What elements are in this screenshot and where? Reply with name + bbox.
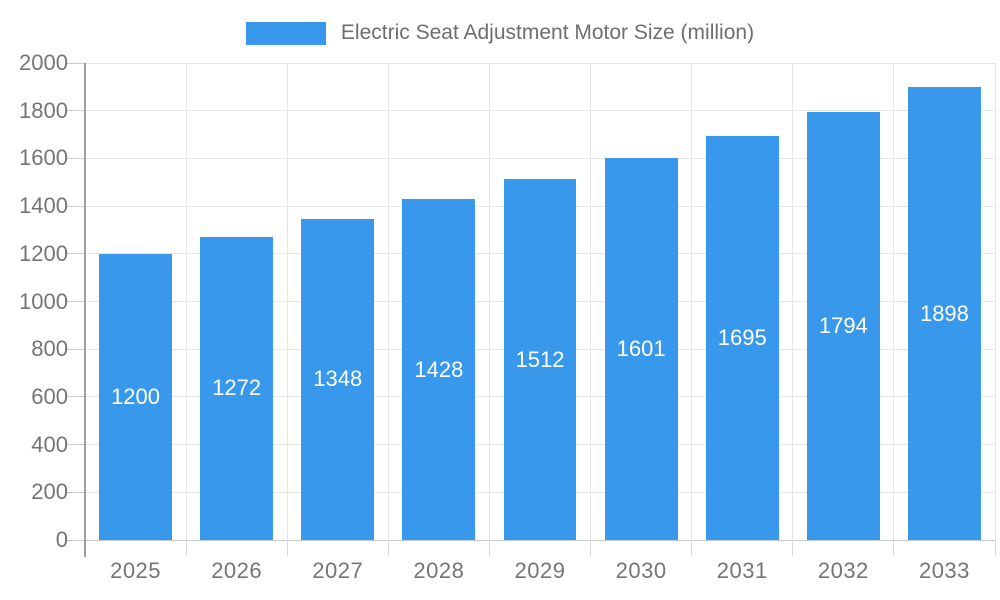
bar-2032[interactable]: 1794 xyxy=(806,112,880,540)
y-gridline xyxy=(85,157,995,159)
bar-value-label: 1695 xyxy=(717,324,767,350)
x-gridline xyxy=(691,63,693,540)
y-axis-label: 1000 xyxy=(19,288,68,314)
bar-2031[interactable]: 1695 xyxy=(705,135,779,540)
y-axis-label: 1600 xyxy=(19,145,68,171)
bar-2033[interactable]: 1898 xyxy=(908,87,981,540)
legend-label: Electric Seat Adjustment Motor Size (mil… xyxy=(340,21,755,44)
y-gridline xyxy=(85,110,995,112)
x-axis-label: 2030 xyxy=(615,558,667,583)
x-tick xyxy=(893,540,895,556)
y-axis-label: 1800 xyxy=(19,97,68,123)
bar-value-label: 1794 xyxy=(818,313,868,339)
bar-2027[interactable]: 1348 xyxy=(301,218,375,540)
x-gridline xyxy=(387,63,389,540)
y-tick xyxy=(67,444,85,446)
y-axis-label: 200 xyxy=(31,479,68,505)
bar-2030[interactable]: 1601 xyxy=(604,158,678,540)
bar-2028[interactable]: 1428 xyxy=(402,199,476,540)
y-axis-line xyxy=(84,63,86,557)
y-axis-label: 0 xyxy=(55,527,68,552)
bar-2026[interactable]: 1272 xyxy=(200,236,274,540)
bar-2025[interactable]: 1200 xyxy=(99,253,172,540)
y-gridline xyxy=(85,62,995,64)
x-tick xyxy=(488,540,490,556)
y-axis-label: 600 xyxy=(31,383,68,409)
y-axis-label: 1400 xyxy=(19,193,68,219)
y-tick xyxy=(67,110,85,112)
bar-value-label: 1200 xyxy=(111,383,161,409)
y-tick xyxy=(67,205,85,207)
x-axis-label: 2028 xyxy=(413,558,465,583)
x-axis-label: 2025 xyxy=(110,558,162,583)
y-gridline xyxy=(85,539,995,541)
y-axis-label: 800 xyxy=(31,336,68,362)
y-axis-label: 2000 xyxy=(19,50,68,75)
bar-value-label: 1348 xyxy=(313,366,363,392)
y-tick xyxy=(67,62,85,64)
bar-value-label: 1601 xyxy=(616,336,666,362)
y-axis-label: 1200 xyxy=(19,240,68,266)
x-axis-label: 2029 xyxy=(514,558,566,583)
x-tick xyxy=(590,540,592,556)
y-tick xyxy=(67,396,85,398)
x-axis-label: 2026 xyxy=(211,558,263,583)
bar-value-label: 1272 xyxy=(212,375,262,401)
x-tick xyxy=(286,540,288,556)
bar-value-label: 1512 xyxy=(515,346,565,372)
bar-value-label: 1428 xyxy=(414,356,464,382)
x-axis-label: 2031 xyxy=(716,558,768,583)
y-tick xyxy=(67,301,85,302)
x-gridline xyxy=(590,63,592,540)
legend-swatch xyxy=(245,21,326,45)
x-tick xyxy=(994,540,996,556)
y-tick xyxy=(67,157,85,159)
x-gridline xyxy=(488,63,490,540)
y-axis-label: 400 xyxy=(31,431,68,457)
x-axis-label: 2027 xyxy=(312,558,364,583)
x-gridline xyxy=(792,63,794,540)
y-tick xyxy=(67,348,85,350)
bar-2029[interactable]: 1512 xyxy=(503,179,577,540)
x-gridline xyxy=(185,63,187,540)
x-tick xyxy=(792,540,794,556)
y-tick xyxy=(67,539,85,541)
bar-value-label: 1898 xyxy=(919,300,969,326)
y-tick xyxy=(67,491,85,493)
x-tick xyxy=(387,540,389,556)
x-tick xyxy=(691,540,693,556)
y-tick xyxy=(67,253,85,255)
legend[interactable]: Electric Seat Adjustment Motor Size (mil… xyxy=(0,18,1000,48)
x-gridline xyxy=(994,63,996,540)
x-gridline xyxy=(286,63,288,540)
x-axis-label: 2033 xyxy=(918,558,970,583)
x-gridline xyxy=(893,63,895,540)
x-tick xyxy=(185,540,187,556)
x-axis-label: 2032 xyxy=(817,558,869,583)
